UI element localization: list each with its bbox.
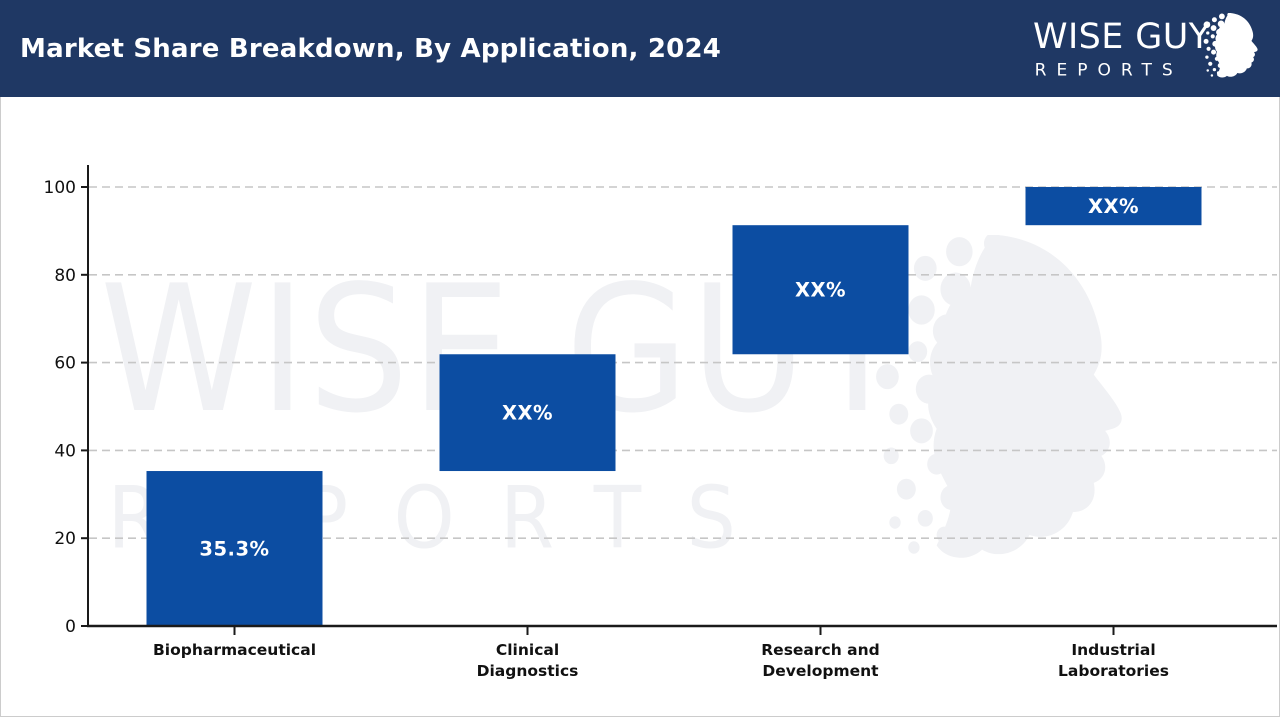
bar-2 [732,225,909,355]
header-bar: Market Share Breakdown, By Application, … [0,0,1280,97]
y-tick-label: 40 [54,441,76,461]
bar-value-label: XX% [502,402,553,425]
waterfall-chart: 35.3% XX% XX% XX% 0 20 40 60 80 100 Biopharmaceut… [44,165,1277,680]
bar-0 [146,471,323,626]
page-title: Market Share Breakdown, By Application, … [20,33,722,64]
y-tick-label: 80 [54,266,76,286]
bar-value-label: XX% [1088,195,1139,218]
bars-group: 35.3% XX% XX% XX% [146,187,1202,626]
y-tick-label: 20 [54,529,76,549]
bar-1 [439,354,616,472]
axis-labels-group: 0 20 40 60 80 100 Biopharmaceutical Clinical Dia… [44,178,1169,680]
category-label: Clinical Diagnostics [477,641,579,680]
y-tick-label: 100 [44,178,76,198]
brand-logo [1033,13,1266,83]
axis-ticks-group [81,186,1115,635]
category-label: Biopharmaceutical [153,641,316,659]
bar-value-label: XX% [795,279,846,302]
y-tick-label: 0 [65,617,76,637]
bar-3 [1025,187,1202,226]
category-label: Research and Development [761,641,880,680]
bar-value-label: 35.3% [199,538,269,561]
y-tick-label: 60 [54,354,76,374]
category-label: Industrial Laboratories [1058,641,1169,680]
